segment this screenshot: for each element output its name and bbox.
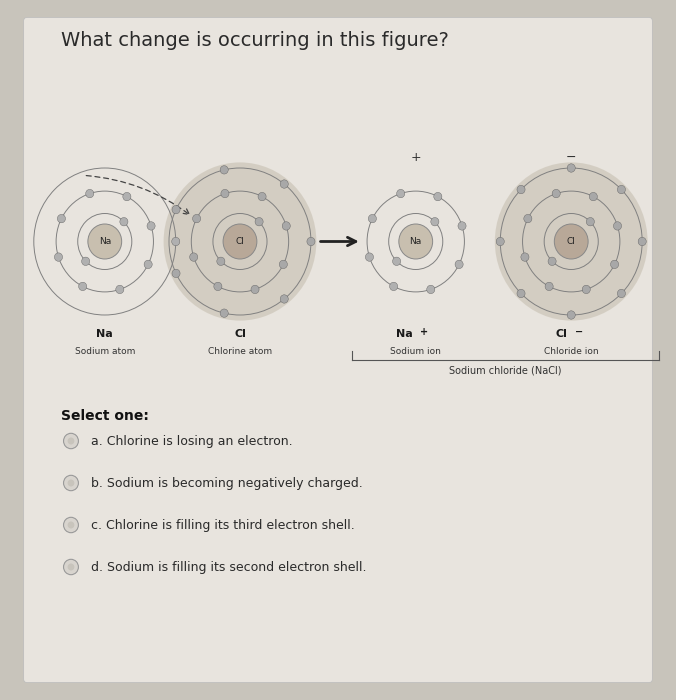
Circle shape — [399, 224, 433, 259]
Circle shape — [366, 253, 374, 261]
Circle shape — [586, 218, 594, 226]
Circle shape — [610, 260, 619, 269]
Circle shape — [120, 218, 128, 226]
Text: −: − — [575, 327, 583, 337]
Circle shape — [617, 289, 625, 298]
Circle shape — [517, 186, 525, 194]
Text: Cl: Cl — [234, 329, 246, 339]
Circle shape — [64, 433, 78, 449]
Circle shape — [172, 270, 180, 278]
Circle shape — [524, 214, 532, 223]
Circle shape — [221, 190, 229, 198]
Circle shape — [613, 222, 621, 230]
Circle shape — [548, 257, 556, 265]
Circle shape — [64, 559, 78, 575]
Circle shape — [214, 282, 222, 290]
Circle shape — [55, 253, 63, 261]
Circle shape — [255, 218, 263, 226]
Circle shape — [279, 260, 287, 269]
Text: +: + — [420, 327, 428, 337]
Circle shape — [123, 193, 131, 201]
Text: Cl: Cl — [556, 329, 568, 339]
Circle shape — [88, 224, 122, 259]
Text: d. Sodium is filling its second electron shell.: d. Sodium is filling its second electron… — [91, 561, 367, 573]
Text: a. Chlorine is losing an electron.: a. Chlorine is losing an electron. — [91, 435, 293, 447]
Circle shape — [220, 166, 228, 174]
Circle shape — [280, 180, 288, 188]
Circle shape — [68, 564, 74, 570]
Circle shape — [545, 282, 553, 290]
Circle shape — [589, 193, 598, 201]
Circle shape — [282, 222, 290, 230]
Circle shape — [434, 193, 442, 201]
Circle shape — [68, 522, 74, 528]
Circle shape — [64, 475, 78, 491]
Circle shape — [172, 205, 180, 214]
Circle shape — [68, 480, 74, 486]
Text: Na: Na — [99, 237, 111, 246]
Circle shape — [223, 224, 257, 259]
Circle shape — [147, 222, 155, 230]
Text: Cl: Cl — [235, 237, 245, 246]
Circle shape — [554, 224, 588, 259]
Circle shape — [567, 164, 575, 172]
Circle shape — [582, 285, 590, 293]
Circle shape — [389, 282, 397, 290]
Circle shape — [517, 289, 525, 298]
Text: Sodium atom: Sodium atom — [74, 346, 135, 356]
Circle shape — [86, 190, 94, 198]
Text: b. Sodium is becoming negatively charged.: b. Sodium is becoming negatively charged… — [91, 477, 363, 489]
Circle shape — [307, 237, 315, 246]
Text: −: − — [566, 151, 577, 164]
Circle shape — [431, 218, 439, 226]
Text: Select one:: Select one: — [61, 410, 149, 424]
Circle shape — [68, 438, 74, 444]
Circle shape — [220, 309, 228, 317]
Text: Na: Na — [97, 329, 113, 339]
Circle shape — [455, 260, 463, 269]
Circle shape — [427, 285, 435, 293]
Circle shape — [638, 237, 646, 246]
Circle shape — [368, 214, 377, 223]
Circle shape — [458, 222, 466, 230]
Text: Cl: Cl — [566, 237, 576, 246]
Circle shape — [64, 517, 78, 533]
Circle shape — [397, 190, 405, 198]
Circle shape — [116, 285, 124, 293]
Text: c. Chlorine is filling its third electron shell.: c. Chlorine is filling its third electro… — [91, 519, 355, 531]
Text: Sodium ion: Sodium ion — [390, 346, 441, 356]
Circle shape — [164, 162, 316, 321]
Circle shape — [190, 253, 198, 261]
Text: +: + — [410, 151, 421, 164]
Circle shape — [144, 260, 152, 269]
Circle shape — [258, 193, 266, 201]
Text: Chlorine atom: Chlorine atom — [208, 346, 272, 356]
Circle shape — [193, 214, 201, 223]
Circle shape — [280, 295, 288, 303]
Circle shape — [521, 253, 529, 261]
Circle shape — [496, 237, 504, 246]
Circle shape — [217, 257, 225, 265]
Text: Sodium chloride (NaCl): Sodium chloride (NaCl) — [449, 365, 562, 375]
Circle shape — [251, 285, 259, 293]
Circle shape — [78, 282, 87, 290]
Circle shape — [495, 162, 648, 321]
Circle shape — [82, 257, 90, 265]
Text: Chloride ion: Chloride ion — [544, 346, 598, 356]
Text: What change is occurring in this figure?: What change is occurring in this figure? — [61, 32, 449, 50]
Text: Na: Na — [395, 329, 412, 339]
Circle shape — [172, 237, 180, 246]
Text: Na: Na — [410, 237, 422, 246]
Circle shape — [552, 190, 560, 198]
Circle shape — [393, 257, 401, 265]
Circle shape — [567, 311, 575, 319]
Circle shape — [617, 186, 625, 194]
Circle shape — [57, 214, 66, 223]
